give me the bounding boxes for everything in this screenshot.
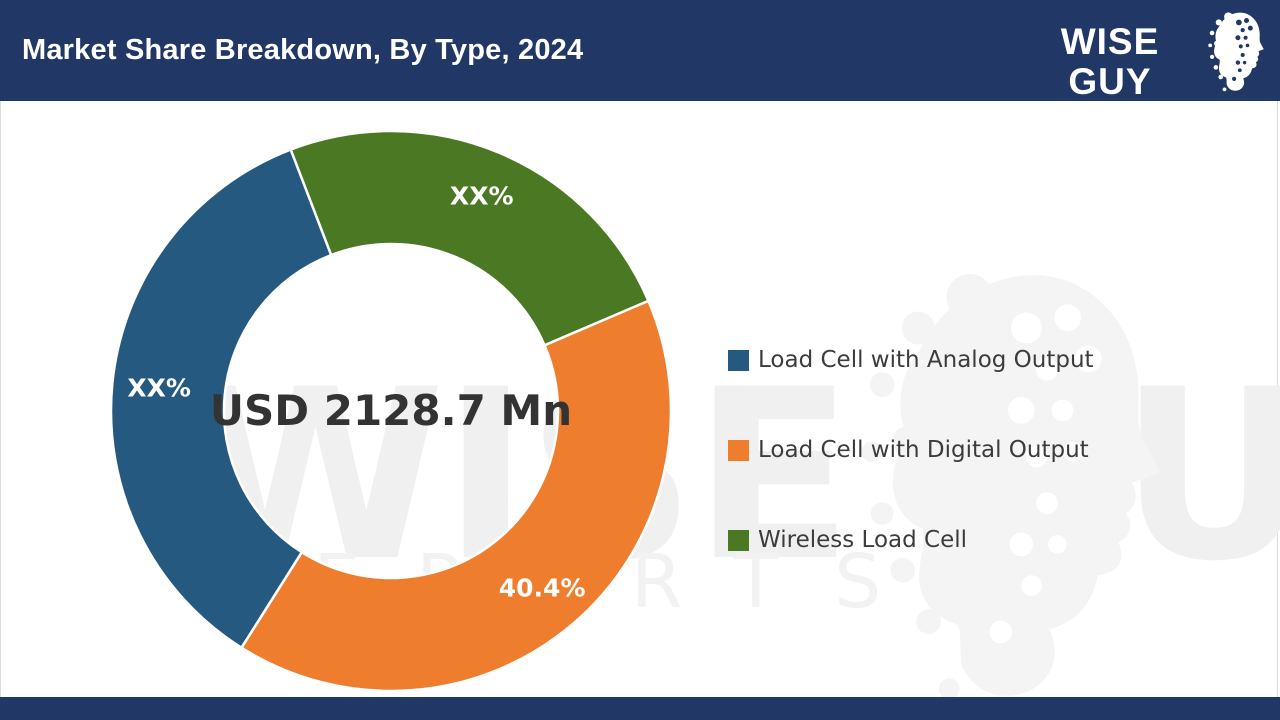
slice-value-label: XX%	[449, 181, 514, 211]
slice-value-label: 40.4%	[498, 573, 586, 603]
watermark-head-icon	[861, 273, 1161, 699]
legend-swatch-analog	[728, 349, 749, 371]
wiseguy-logo: WISE GUY REPORTS	[1016, 6, 1266, 119]
legend-label: Load Cell with Analog Output	[758, 347, 1094, 373]
logo-wordmark: WISE GUY	[1060, 21, 1160, 102]
chart-legend: Load Cell with Analog Output Load Cell w…	[728, 346, 1094, 616]
legend-item-digital: Load Cell with Digital Output	[728, 436, 1094, 464]
head-profile-icon	[1208, 12, 1264, 92]
chart-area: WISE GUY REPORTS XX%40.4%XX% USD 2128.7 …	[0, 101, 1280, 699]
page-title: Market Share Breakdown, By Type, 2024	[22, 34, 584, 66]
legend-item-wireless: Wireless Load Cell	[728, 526, 1094, 554]
header: Market Share Breakdown, By Type, 2024 WI…	[0, 0, 1280, 119]
donut-slice-wireless-load-cell	[289, 129, 651, 347]
donut-chart	[109, 129, 673, 693]
legend-item-analog: Load Cell with Analog Output	[728, 346, 1094, 374]
legend-swatch-wireless	[728, 529, 749, 551]
legend-swatch-digital	[728, 439, 749, 461]
legend-label: Load Cell with Digital Output	[758, 437, 1089, 463]
donut-slice-load-cell-with-digital-output	[239, 299, 673, 693]
slice-value-label: XX%	[127, 373, 191, 403]
chart-center-value: USD 2128.7 Mn	[209, 386, 573, 435]
legend-label: Wireless Load Cell	[758, 527, 968, 553]
footer-bar	[0, 697, 1280, 720]
donut-slice-load-cell-with-analog-output	[109, 147, 333, 650]
